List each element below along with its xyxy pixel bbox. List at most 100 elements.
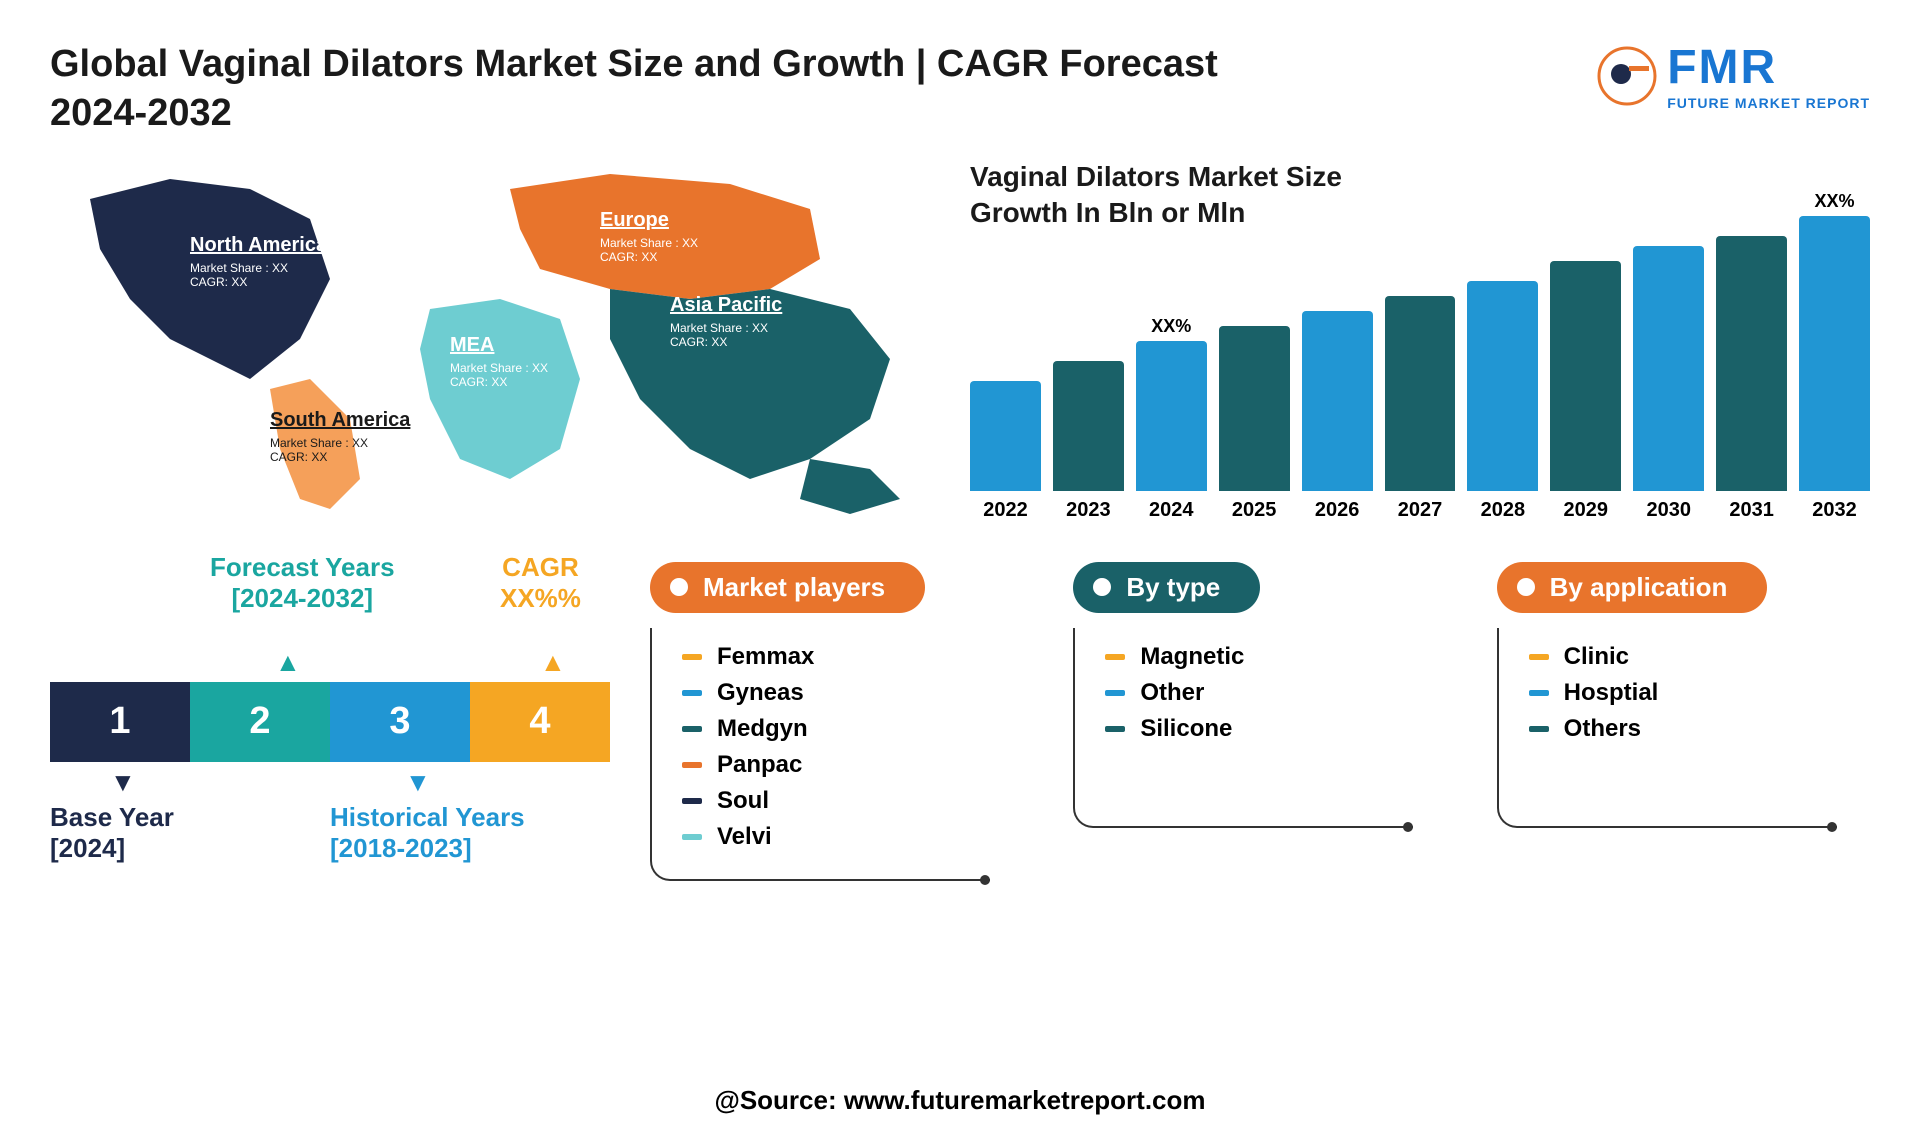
bar [1716, 236, 1787, 491]
bar-annotation: XX% [1799, 191, 1870, 212]
source-text: @Source: www.futuremarketreport.com [714, 1085, 1205, 1116]
bar-label: 2028 [1481, 499, 1526, 522]
region-label: South AmericaMarket Share : XXCAGR: XX [270, 409, 410, 464]
bar: XX% [1799, 216, 1870, 491]
item-label: Femmax [717, 643, 814, 671]
region-label: Asia PacificMarket Share : XXCAGR: XX [670, 294, 782, 349]
category-pill: By application [1497, 562, 1768, 613]
bar [970, 381, 1041, 491]
category-section: By application Clinic Hosptial Others [1497, 552, 1870, 881]
cagr-label: CAGRXX%% [500, 552, 581, 614]
list-item: Velvi [682, 823, 970, 851]
bar-wrap: 2029 [1550, 261, 1621, 522]
chart-title: Vaginal Dilators Market Size Growth In B… [970, 159, 1370, 232]
bar [1550, 261, 1621, 491]
region-label: North AmericaMarket Share : XXCAGR: XX [190, 234, 327, 289]
timeline-box: 2 [190, 682, 330, 762]
item-label: Magnetic [1140, 643, 1244, 671]
list-item: Hosptial [1529, 679, 1817, 707]
category-pill: By type [1073, 562, 1260, 613]
item-label: Panpac [717, 751, 802, 779]
category-list: Magnetic Other Silicone [1073, 628, 1413, 828]
category-list: Femmax Gyneas Medgyn Panpac Soul Velvi [650, 628, 990, 881]
timeline-box: 4 [470, 682, 610, 762]
page-title: Global Vaginal Dilators Market Size and … [50, 40, 1250, 139]
category-title: Market players [703, 572, 885, 603]
growth-chart: Vaginal Dilators Market Size Growth In B… [970, 159, 1870, 522]
item-label: Velvi [717, 823, 772, 851]
pill-dot-icon [670, 578, 688, 596]
list-item: Panpac [682, 751, 970, 779]
bar-label: 2031 [1729, 499, 1774, 522]
item-label: Gyneas [717, 679, 804, 707]
item-label: Others [1564, 715, 1641, 743]
list-item: Clinic [1529, 643, 1817, 671]
bar-label: 2029 [1564, 499, 1609, 522]
bar-label: 2022 [983, 499, 1028, 522]
item-label: Other [1140, 679, 1204, 707]
item-mark-icon [682, 726, 702, 732]
category-section: By type Magnetic Other Silicone [1073, 552, 1446, 881]
pill-dot-icon [1093, 578, 1111, 596]
bar [1633, 246, 1704, 491]
region-label: EuropeMarket Share : XXCAGR: XX [600, 209, 698, 264]
timeline-box: 3 [330, 682, 470, 762]
bar [1219, 326, 1290, 491]
base-label: Base Year[2024] [50, 802, 174, 864]
historical-label: Historical Years[2018-2023] [330, 802, 525, 864]
logo-main: FMR [1667, 40, 1870, 95]
item-mark-icon [682, 654, 702, 660]
item-mark-icon [682, 834, 702, 840]
bar-wrap: XX%2024 [1136, 341, 1207, 522]
cagr-arrow-icon: ▲ [540, 647, 566, 678]
timeline-box: 1 [50, 682, 190, 762]
item-mark-icon [1105, 654, 1125, 660]
pill-dot-icon [1517, 578, 1535, 596]
bar-wrap: 2028 [1467, 281, 1538, 522]
logo: FMR FUTURE MARKET REPORT [1597, 40, 1870, 111]
bar-wrap: 2030 [1633, 246, 1704, 522]
item-label: Hosptial [1564, 679, 1659, 707]
bar-wrap: 2025 [1219, 326, 1290, 522]
list-item: Medgyn [682, 715, 970, 743]
forecast-label: Forecast Years[2024-2032] [210, 552, 395, 614]
forecast-arrow-icon: ▲ [275, 647, 301, 678]
bar-wrap: 2026 [1302, 311, 1373, 522]
bar-label: 2030 [1646, 499, 1691, 522]
bar: XX% [1136, 341, 1207, 491]
category-pill: Market players [650, 562, 925, 613]
bar-wrap: XX% 2032 [1799, 216, 1870, 522]
bar-label: 2032 [1812, 499, 1857, 522]
category-list: Clinic Hosptial Others [1497, 628, 1837, 828]
timeline: Forecast Years[2024-2032] ▲ CAGRXX%% ▲ 1… [50, 552, 610, 872]
item-mark-icon [1105, 726, 1125, 732]
base-arrow-icon: ▼ [110, 767, 136, 798]
list-item: Other [1105, 679, 1393, 707]
list-item: Gyneas [682, 679, 970, 707]
list-item: Magnetic [1105, 643, 1393, 671]
bar-label: 2023 [1066, 499, 1111, 522]
list-item: Silicone [1105, 715, 1393, 743]
region-label: MEAMarket Share : XXCAGR: XX [450, 334, 548, 389]
bar [1467, 281, 1538, 491]
list-item: Femmax [682, 643, 970, 671]
bar-wrap: 2022 [970, 381, 1041, 522]
bar-label: 2027 [1398, 499, 1443, 522]
logo-icon [1597, 46, 1657, 106]
list-item: Others [1529, 715, 1817, 743]
category-title: By type [1126, 572, 1220, 603]
item-mark-icon [1529, 654, 1549, 660]
item-label: Soul [717, 787, 769, 815]
bar [1053, 361, 1124, 491]
item-label: Silicone [1140, 715, 1232, 743]
category-title: By application [1550, 572, 1728, 603]
bar-label: 2026 [1315, 499, 1360, 522]
item-mark-icon [682, 798, 702, 804]
bar-wrap: 2023 [1053, 361, 1124, 522]
item-label: Medgyn [717, 715, 808, 743]
list-item: Soul [682, 787, 970, 815]
bar-wrap: 2031 [1716, 236, 1787, 522]
bar-wrap: 2027 [1385, 296, 1456, 522]
bar-label: 2025 [1232, 499, 1277, 522]
item-mark-icon [1529, 726, 1549, 732]
